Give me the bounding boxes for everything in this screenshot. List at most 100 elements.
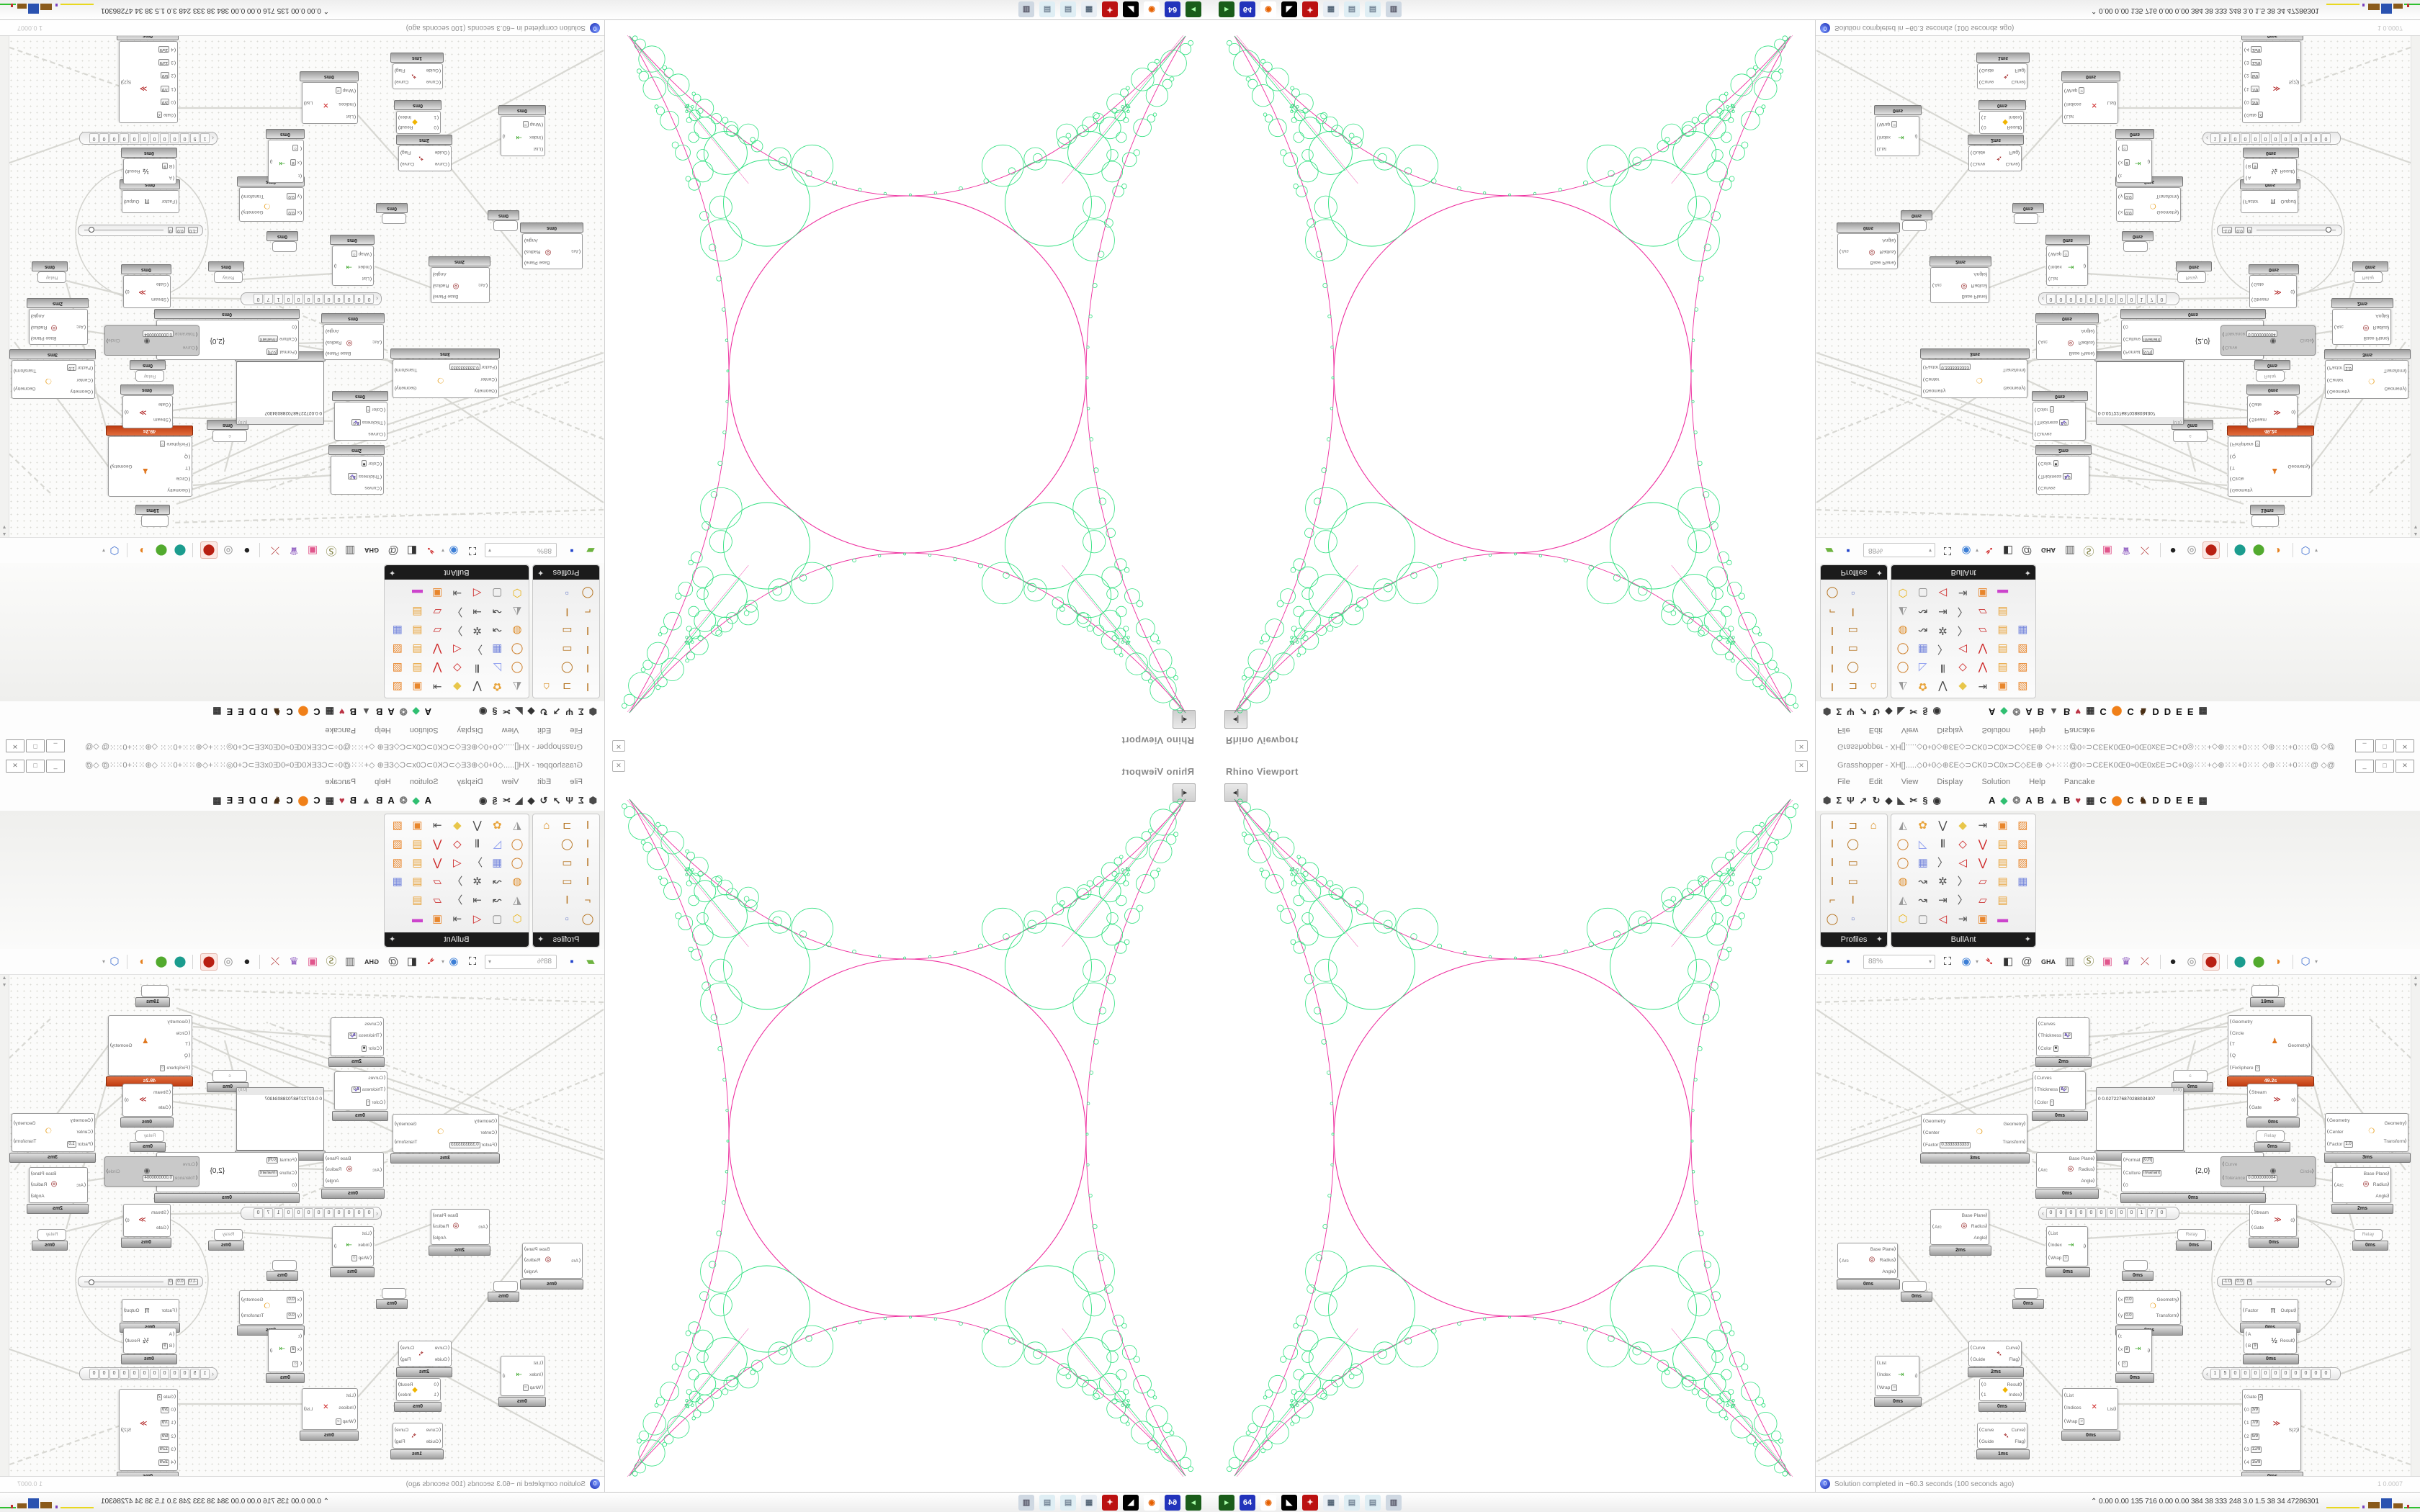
gh-component[interactable]: (Geometry(Circle(T(Q(FixSphere ○ Geometry)… — [106, 426, 193, 497]
gh-canvas[interactable]: (Curves(Thickness 1.0(Color ■ ∿ 2ms(Curves(T… — [1816, 975, 2420, 1482]
component-icon[interactable] — [389, 584, 406, 601]
category-tab[interactable]: E — [2176, 795, 2182, 806]
component-icon[interactable]: ▫ — [565, 913, 570, 925]
gh-component[interactable]: (List(Index(Wrap ○ i) ⇥ 0ms — [498, 105, 546, 156]
gh-component[interactable]: (List(Index(Wrap ○ i) ⇥ 0ms — [1874, 1356, 1922, 1407]
component-icon[interactable] — [538, 603, 555, 620]
category-tab[interactable]: E — [2187, 706, 2194, 717]
component-icon[interactable]: ▨ — [392, 680, 403, 693]
gh-component[interactable]: (Arc Base Plane) Radius) Angle) ◎ 2ms — [429, 1209, 490, 1256]
toolbar-icon[interactable]: ◑ — [139, 544, 146, 557]
component-icon[interactable]: ▨ — [2017, 819, 2028, 832]
toolbar-icon[interactable]: ● — [243, 955, 251, 968]
component-icon[interactable]: ◯ — [511, 857, 524, 869]
component-icon[interactable]: ⋁ — [472, 680, 482, 693]
gh-component[interactable]: (Arc Base Plane) Radius) Angle) ◎ 0ms — [2035, 1152, 2099, 1199]
category-tab[interactable]: D — [248, 795, 256, 806]
digit-cell[interactable]: 0 — [354, 294, 364, 304]
category-tab[interactable]: C — [286, 795, 293, 806]
digit-cell[interactable]: 0 — [2271, 133, 2280, 143]
component-icon[interactable]: ⌐ — [1829, 894, 1836, 906]
component-icon[interactable]: ▤ — [1997, 838, 2008, 850]
gh-component[interactable]: (List(Indices(Wrap ○ List) ✕ 0ms — [2061, 71, 2120, 124]
component-icon[interactable]: ▤ — [412, 624, 423, 636]
toolbar-icon[interactable]: ● — [2169, 955, 2177, 968]
component-icon[interactable]: ▤ — [412, 894, 423, 906]
relay-node[interactable] — [2123, 241, 2148, 252]
toolbar-icon[interactable]: ➴ — [426, 955, 436, 968]
component-icon[interactable]: ◭ — [1899, 819, 1907, 832]
component-icon[interactable]: ✲ — [472, 624, 482, 636]
component-icon[interactable]: ▢ — [492, 587, 503, 599]
toolbar-icon[interactable]: ◉ — [1961, 544, 1971, 557]
scroll-up-arrow[interactable]: ▲ — [2413, 976, 2419, 981]
component-icon[interactable]: ▤ — [412, 643, 423, 655]
gh-component[interactable]: (List(Index(Wrap ○ i) ⇥ 0ms — [2045, 1226, 2090, 1277]
palette-expand-icon[interactable]: ✦ — [537, 568, 544, 577]
component-icon[interactable]: ⇥ — [1958, 587, 1968, 599]
component-icon[interactable]: ◺ — [493, 662, 502, 674]
toolbar-icon[interactable]: ◎ — [2187, 544, 2197, 557]
relay-node[interactable]: Relay — [214, 1229, 243, 1241]
digit-cell[interactable]: 0 — [254, 294, 263, 304]
category-tab[interactable]: ♞ — [2138, 706, 2148, 717]
digit-cell[interactable]: 0 — [2117, 1208, 2126, 1218]
viewport-dock-button[interactable]: ◂| — [1224, 783, 1247, 802]
component-icon[interactable]: Ⅰ — [586, 838, 590, 850]
component-icon[interactable]: 〉 — [1957, 606, 1968, 618]
gh-component[interactable]: (Geometry(Center(Factor 1.0 Geometry) Trans… — [2324, 1113, 2411, 1163]
digit-cell[interactable]: 0 — [2251, 1369, 2260, 1379]
category-tab[interactable]: B — [349, 795, 357, 806]
digit-cell[interactable]: 0 — [354, 1208, 364, 1218]
category-tab[interactable]: ↻ — [539, 795, 548, 806]
toolbar-icon[interactable]: ▪ — [570, 955, 574, 968]
component-icon[interactable]: ◁ — [453, 643, 462, 655]
gh-component[interactable]: (Arc Base Plane) Radius) Angle) ◎ 2ms — [2331, 1167, 2393, 1214]
component-icon[interactable]: ◆ — [453, 680, 462, 693]
digit-cell[interactable]: 0 — [2066, 1208, 2076, 1218]
palette-expand-icon[interactable]: ✦ — [2024, 935, 2031, 944]
category-tab[interactable]: B — [375, 795, 383, 806]
palette-expand-icon[interactable]: ✦ — [537, 935, 544, 944]
taskbar-app-icon[interactable]: ▥ — [1018, 1495, 1034, 1511]
taskbar-app-icon[interactable]: ✦ — [1302, 1495, 1318, 1511]
category-tab[interactable]: ➚ — [1859, 795, 1868, 806]
gh-component[interactable]: (Gate2(03/9(17/9(29/9(312/9(415/9S(2))≫0… — [117, 30, 179, 123]
category-tab[interactable]: Σ — [1836, 706, 1842, 717]
canvas-scrollbar[interactable]: ▲ ▼ — [0, 36, 9, 537]
toolbar-icon[interactable]: ⬤ — [2252, 955, 2265, 968]
viewport-close-icon[interactable]: ✕ — [612, 740, 625, 752]
toolbar-icon[interactable]: ▥ — [2064, 955, 2076, 968]
toolbar-icon[interactable]: ⤫ — [270, 955, 279, 968]
relay-node[interactable]: c — [212, 1070, 247, 1082]
gh-component[interactable]: (A(B 9 Result) ½ 0ms — [2243, 148, 2299, 184]
viewport-close-icon[interactable]: ✕ — [1795, 740, 1808, 752]
digit-cell[interactable]: 0 — [304, 294, 313, 304]
component-icon[interactable]: ⌐ — [1829, 606, 1836, 618]
gh-component[interactable]: (Curve(Tolerance 0,0000000004 Circle) ◉ — [104, 1156, 200, 1187]
component-icon[interactable]: ↝ — [1918, 624, 1927, 636]
digit-cell[interactable]: 0 — [324, 294, 333, 304]
minimize-button[interactable]: _ — [46, 760, 65, 773]
digit-cell[interactable]: 0 — [120, 133, 129, 143]
category-tab[interactable]: ◣ — [515, 795, 523, 806]
component-icon[interactable]: ▭ — [562, 643, 573, 655]
component-icon[interactable]: ▢ — [1917, 587, 1928, 599]
component-icon[interactable]: ◯ — [1826, 587, 1839, 599]
component-icon[interactable]: ▭ — [1847, 857, 1858, 869]
gh-component[interactable]: (A(B 9 Result) ½ 0ms — [121, 148, 177, 184]
toolbar-icon[interactable]: ▥ — [2064, 544, 2076, 557]
component-icon[interactable]: ▧ — [2017, 662, 2028, 674]
gh-component[interactable]: (Curve(Guide Curve) Flag) ➴ 2ms — [396, 1341, 452, 1377]
gh-component[interactable]: (Arc Base Plane) Radius) Angle) ◎ 0ms — [321, 313, 385, 360]
component-icon[interactable]: ⇥ — [432, 819, 442, 832]
category-tab[interactable]: C — [313, 795, 321, 806]
component-icon[interactable]: ▤ — [1997, 876, 2008, 888]
component-icon[interactable]: ◍ — [512, 624, 522, 636]
category-tab[interactable]: A — [387, 706, 395, 717]
component-icon[interactable] — [1865, 836, 1882, 853]
gh-component[interactable]: (List(Index(Wrap ○ i) ⇥ 0ms — [330, 235, 375, 286]
category-tab[interactable]: A — [2025, 795, 2033, 806]
